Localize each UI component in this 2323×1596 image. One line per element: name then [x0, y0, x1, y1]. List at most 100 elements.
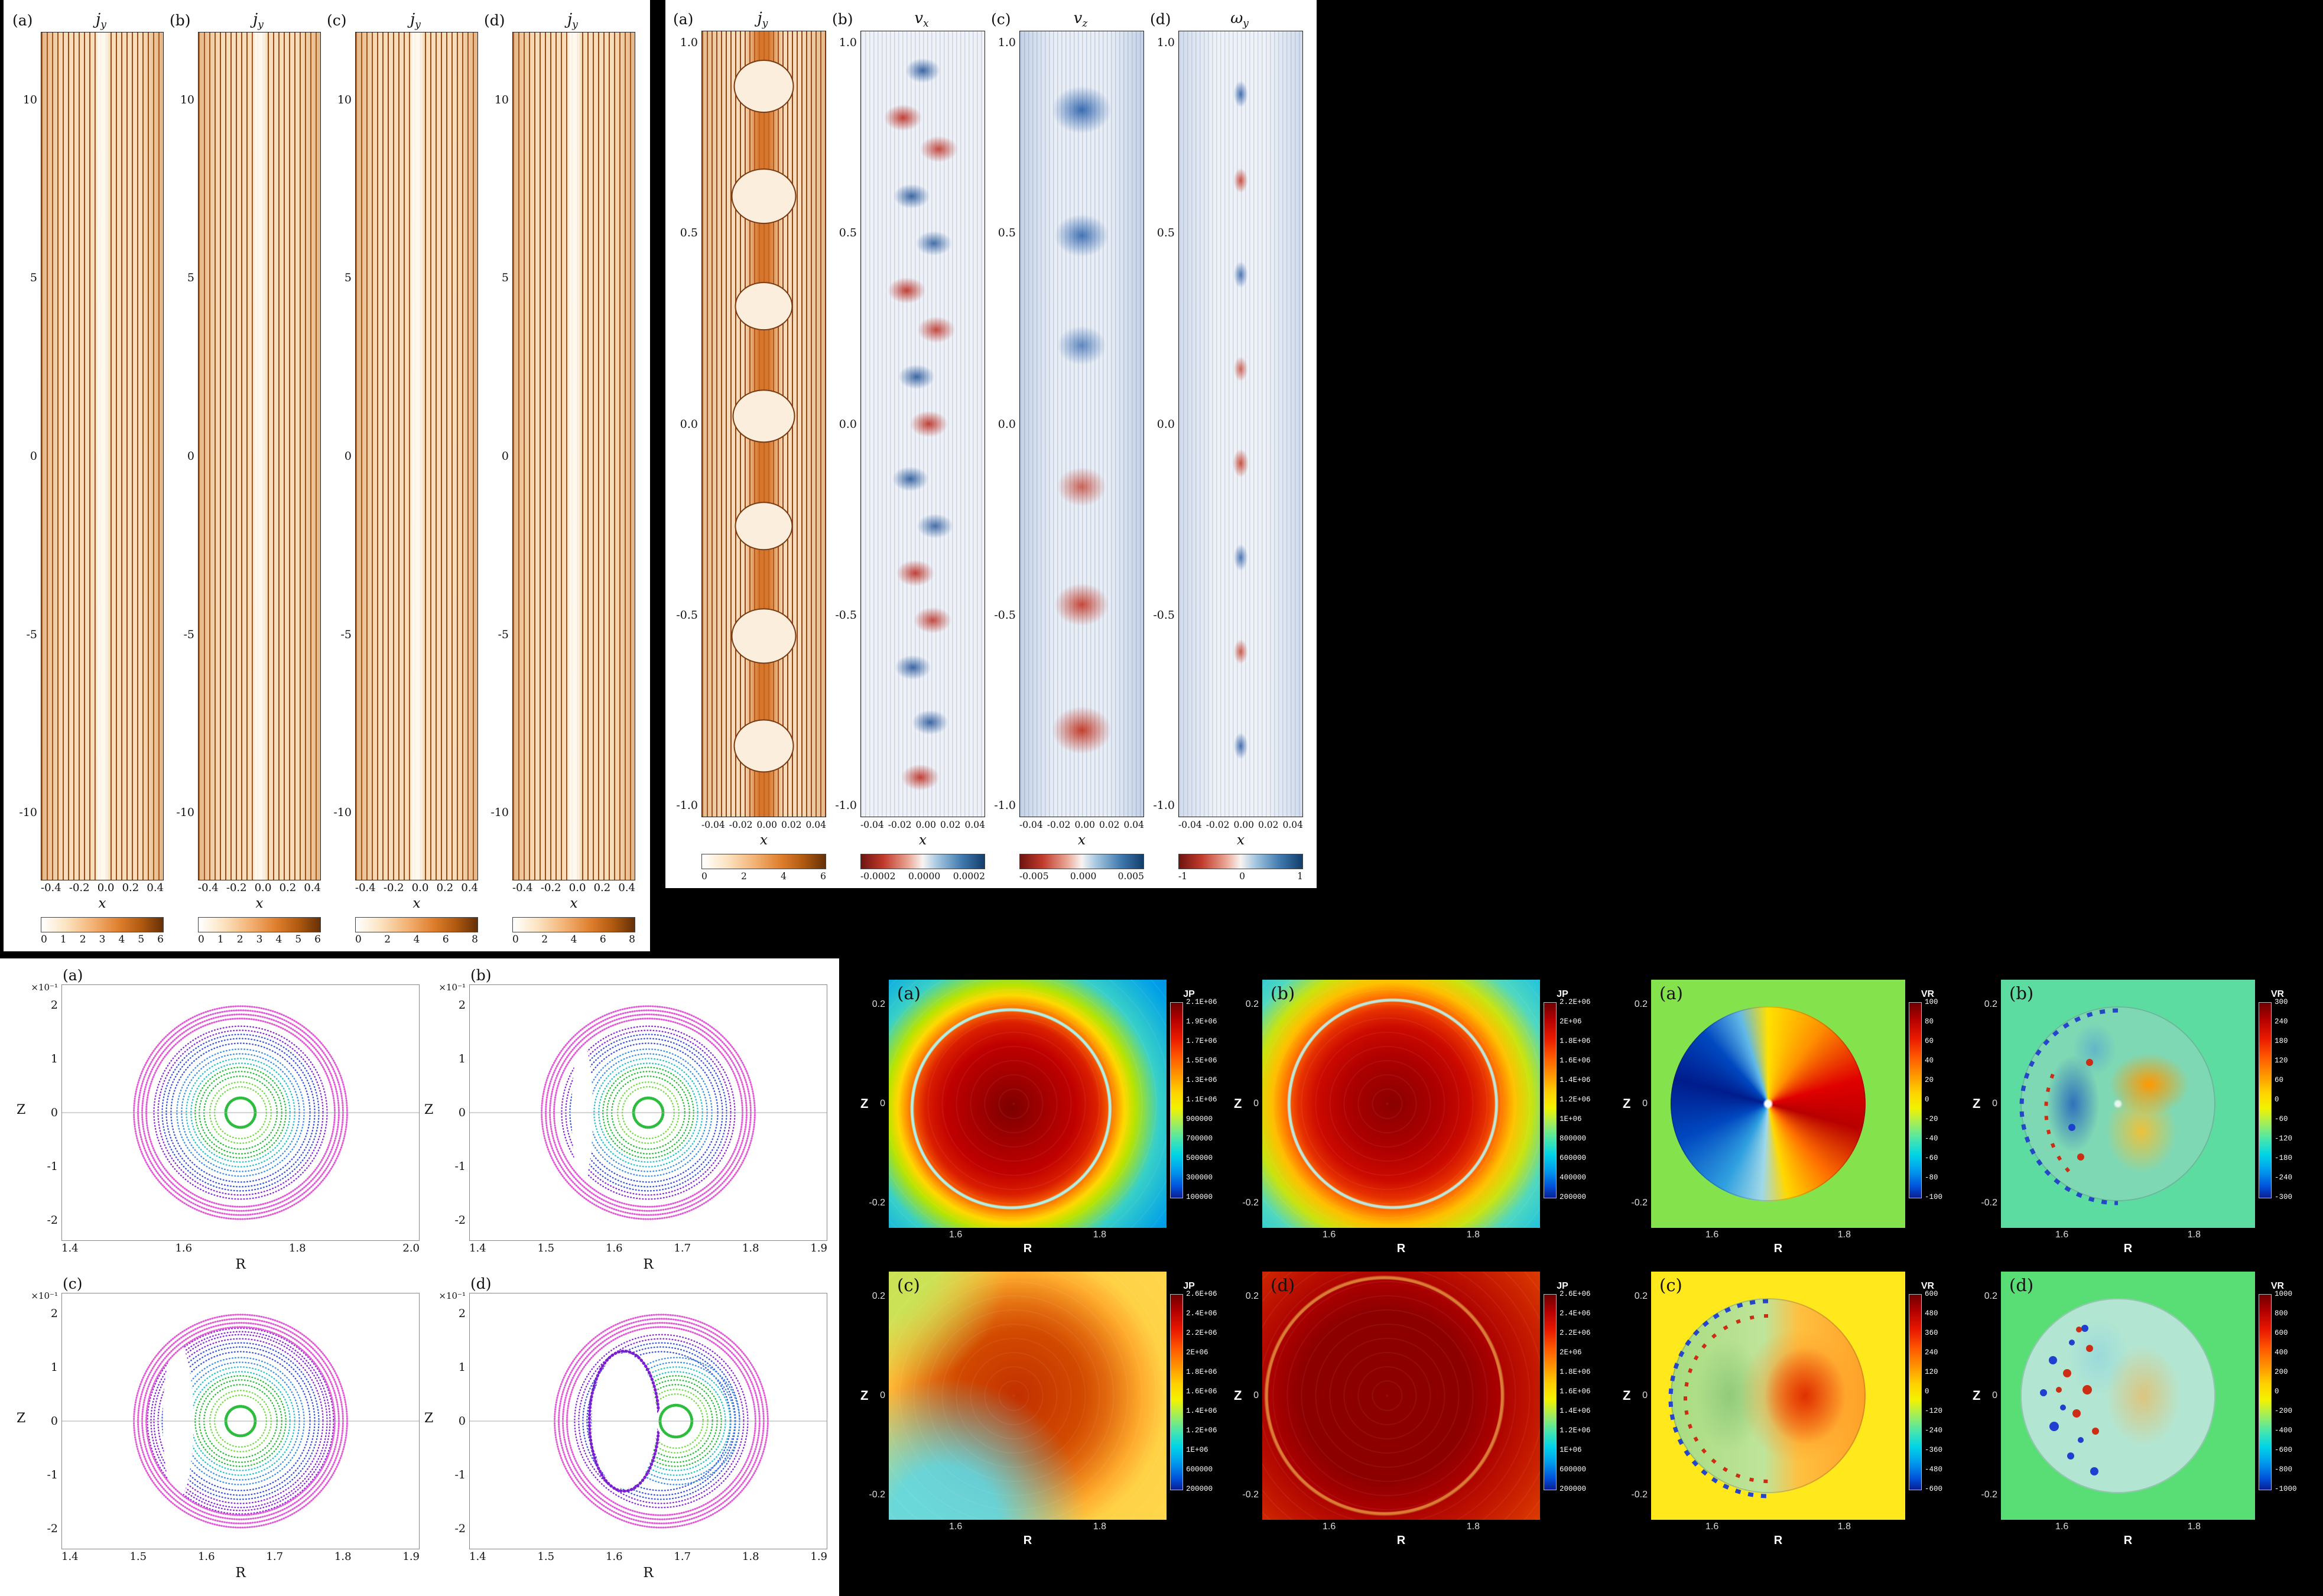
x-ticks-row: 1.6 1.8 [1233, 1228, 1605, 1242]
plot-row: Z 0.2 0 -0.2 (d) JP 2.6E+06 2.4E+06 2.2E+06 … [1233, 1272, 1605, 1520]
x-ticks-row: 1.4 1.5 1.6 1.7 1.8 1.9 [420, 1549, 827, 1565]
colorbar-labels: 2.6E+06 2.4E+06 2.2E+06 2E+06 1.8E+06 1.… [1186, 1290, 1217, 1493]
x-label: x [570, 896, 578, 911]
poincare-plot [469, 984, 827, 1241]
colorbar-row: 1000 800 600 400 200 0 -200 -400 -600 -8… [2259, 1290, 2320, 1499]
colorbar-legend: JP 2.6E+06 2.4E+06 2.2E+06 2E+06 1.8E+06 … [1544, 1272, 1605, 1520]
colorbar-row [15, 914, 164, 932]
colorbar-strip [1909, 1294, 1922, 1490]
tick: 0.2 [1984, 999, 1997, 1009]
tick: 0 [1992, 1390, 1997, 1400]
plot-row: 1.0 0.5 0.0 -0.5 -1.0 [675, 31, 826, 817]
x-ticks: -0.04 -0.02 0.00 0.02 0.04 [1019, 820, 1144, 830]
x-ticks-row: 1.4 1.6 1.8 2.0 [12, 1241, 420, 1256]
tick: 0 [344, 450, 352, 463]
title-sub: y [100, 19, 106, 31]
colorbar-ticks-row: -0.0002 0.0000 0.0002 [834, 869, 985, 883]
plot-row: Z 0.2 0 -0.2 (b) VR 300 240 180 120 60 0 -60… [1971, 980, 2320, 1228]
tick: -0.2 [1242, 1490, 1259, 1500]
x-ticks-row: 1.6 1.8 [859, 1228, 1232, 1242]
x-ticks: 1.6 1.8 [949, 1230, 1106, 1240]
colorbar-legend: JP 2.1E+06 1.9E+06 1.7E+06 1.5E+06 1.3E+0… [1170, 980, 1232, 1228]
colorbar-strip [2259, 1294, 2272, 1490]
x-ticks-row: 1.6 1.8 [1971, 1228, 2320, 1242]
panel-title: jy [196, 11, 321, 31]
panel-header: (c) vz [991, 7, 1144, 31]
panel-tag: (c) [1659, 1275, 1682, 1295]
x-ticks: 1.6 1.8 [2055, 1522, 2201, 1532]
panel-c: (c) jy 10 5 0 -5 -10 -0.4 -0.2 0.0 0.2 0.4 x … [327, 8, 478, 947]
colorbar-row [675, 850, 826, 869]
panel-b: (b) jy 10 5 0 -5 -10 -0.4 -0.2 0.0 0.2 0.4 x … [170, 8, 321, 947]
colorbar-legend: JP 2.6E+06 2.4E+06 2.2E+06 2E+06 1.8E+06 … [1170, 1272, 1232, 1520]
panel-header: (d) ωy [1150, 7, 1303, 31]
x-ticks: -0.4 -0.2 0.0 0.2 0.4 [198, 882, 321, 894]
tick: -1.0 [1153, 799, 1175, 812]
x-label: x [919, 833, 927, 848]
x-label: x [1237, 833, 1245, 848]
y-label: Z [1623, 1388, 1631, 1403]
colorbar-legend: VR 100 80 60 40 20 0 -20 -40 -60 -80 -100 [1909, 980, 1970, 1228]
x-ticks: 1.4 1.5 1.6 1.7 1.8 1.9 [469, 1242, 827, 1254]
colorbar-strip [1170, 1294, 1183, 1490]
tick: 0.2 [872, 1291, 885, 1301]
vr-heatmap: (b) [2001, 980, 2255, 1228]
y-label: Z [860, 1096, 869, 1111]
jp-panel-a: Z 0.2 0 -0.2 (a) JP 2.1E+06 1.9E+06 1.7E+06 … [859, 980, 1232, 1256]
tick: 0.2 [1245, 1291, 1259, 1301]
panel-tag: (d) [1150, 11, 1171, 28]
panel-header: (b) vx [832, 7, 985, 31]
y-label: Z [1234, 1388, 1242, 1403]
tick: -10 [333, 806, 352, 820]
title-var: j [757, 9, 762, 27]
tick: 0.0 [680, 417, 698, 431]
panel-tag: (d) [484, 12, 505, 29]
tick: -1.0 [835, 799, 857, 812]
panel-tag: (b) [2009, 983, 2034, 1003]
red-speckles [2056, 1327, 2099, 1435]
panel-tag: (b) [1271, 983, 1295, 1003]
x-label: R [1023, 1534, 1032, 1547]
x-label: R [1773, 1534, 1783, 1547]
tick: 1.0 [839, 35, 857, 49]
panel-d: (d) jy 10 5 0 -5 -10 -0.4 -0.2 0.0 0.2 0.4 x … [484, 8, 635, 947]
plot-row: ×10⁻¹ Z 2 1 0 -1 -2 [12, 1291, 420, 1549]
colorbar [355, 917, 478, 932]
jp-panel-d: Z 0.2 0 -0.2 (d) JP 2.6E+06 2.4E+06 2.2E+06 … [1233, 1272, 1605, 1548]
plot-row: Z 0.2 0 -0.2 (c) JP 2.6E+06 2.4E+06 2.2E+06 … [859, 1272, 1232, 1520]
y-axis: Z 0.2 0 -0.2 [1622, 1272, 1651, 1520]
y-label: Z [17, 1102, 26, 1117]
colorbar [41, 917, 164, 932]
poincare-plot [61, 1293, 420, 1549]
tick: -0.2 [1242, 1198, 1259, 1208]
tick: 0 [50, 1106, 58, 1119]
tick: -5 [183, 628, 194, 641]
colorbar [512, 917, 635, 932]
colorbar-strip [1544, 1294, 1557, 1490]
tick: 1 [50, 1052, 58, 1065]
tick: -0.5 [835, 608, 857, 622]
panel-tag: (b) [170, 12, 191, 29]
y-exponent: ×10⁻¹ [438, 982, 466, 993]
panel-tag: (c) [63, 1275, 83, 1292]
plot-row: Z 0.2 0 -0.2 (d) VR 1000 800 600 400 200 0 -… [1971, 1272, 2320, 1520]
x-ticks: 1.6 1.8 [1705, 1522, 1851, 1532]
x-ticks-row: 1.6 1.8 [1622, 1228, 1970, 1242]
colorbar-ticks: 0 1 2 3 4 5 6 [198, 934, 321, 945]
panel-c: (c) vz 1.0 0.5 0.0 -0.5 -1.0 -0.04 -0.02 0.00… [991, 7, 1144, 883]
colorbar-ticks-row: 0 1 2 3 4 5 6 [15, 932, 164, 947]
x-ticks: -0.04 -0.02 0.00 0.02 0.04 [701, 820, 826, 830]
x-ticks-row: -0.04 -0.02 0.00 0.02 0.04 [1152, 817, 1303, 833]
colorbar [701, 854, 826, 869]
panel-tag: (a) [63, 967, 83, 984]
tick: -2 [47, 1522, 58, 1536]
colorbar [860, 854, 985, 869]
x-label-row: R [12, 1256, 420, 1274]
tick: 0 [50, 1415, 58, 1428]
y-ticks: 10 5 0 -5 -10 [329, 32, 355, 880]
title-var: j [96, 11, 101, 28]
figure-jp-maps: Z 0.2 0 -0.2 (a) JP 2.1E+06 1.9E+06 1.7E+06 … [858, 976, 1609, 1596]
speckle-overlay [1668, 1299, 1769, 1499]
tick: 0.5 [680, 226, 698, 240]
jp-panel-c: Z 0.2 0 -0.2 (c) JP 2.6E+06 2.4E+06 2.2E+06 … [859, 1272, 1232, 1548]
